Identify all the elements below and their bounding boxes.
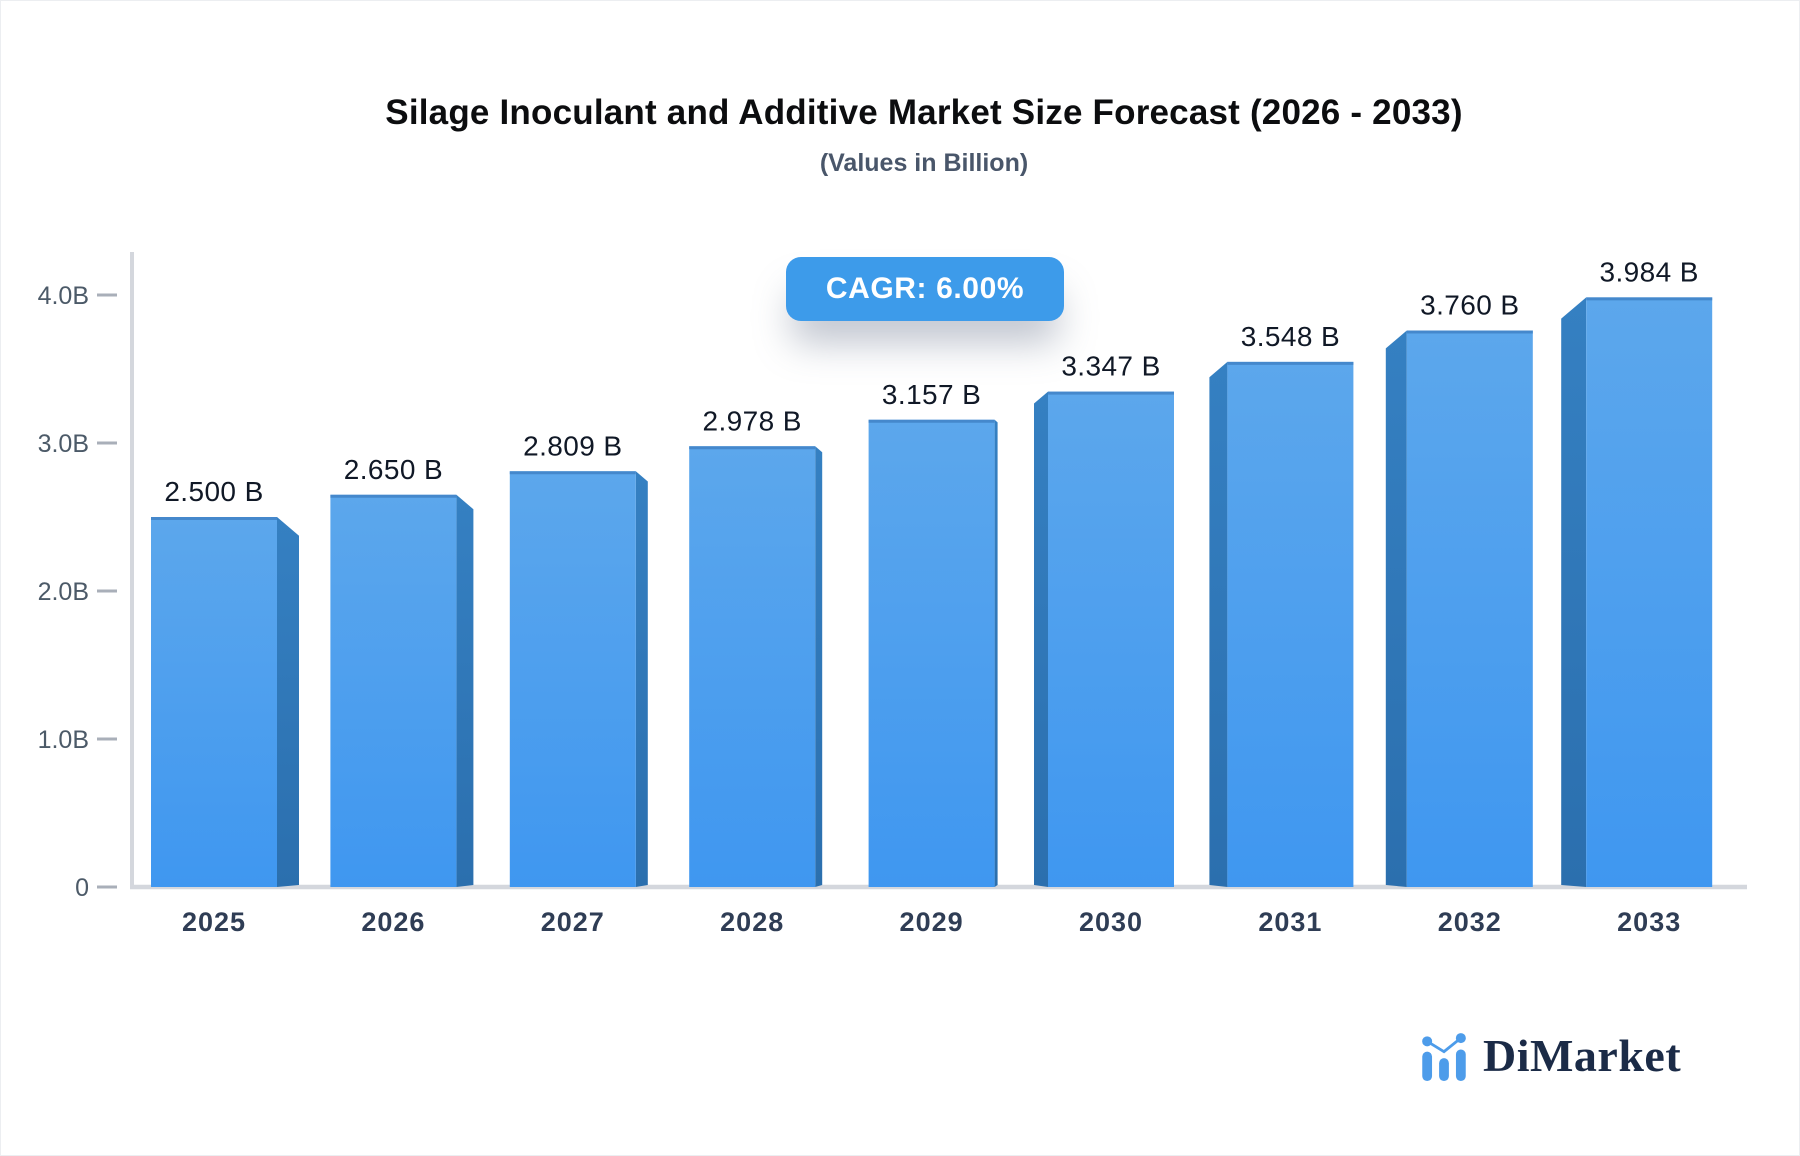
bar-value-label-2030: 3.347 B: [1061, 351, 1160, 382]
bar-side-2028: [815, 446, 823, 887]
y-axis-tick-label: 4.0B: [38, 282, 89, 310]
bar-2030: [1048, 391, 1174, 887]
x-axis-label-2033: 2033: [1617, 907, 1681, 937]
bar-2025: [151, 517, 277, 887]
x-axis-label-2027: 2027: [541, 907, 605, 937]
bar-side-2030: [1034, 391, 1048, 887]
y-axis-tick-label: 1.0B: [38, 726, 89, 754]
bar-2033: [1586, 297, 1713, 887]
bar-2032: [1406, 330, 1533, 887]
x-axis-label-2029: 2029: [900, 907, 964, 937]
chart-subtitle: (Values in Billion): [819, 149, 1029, 177]
cagr-badge-label: CAGR: 6.00%: [825, 272, 1025, 305]
bar-2031: [1227, 361, 1354, 887]
bar-value-label-2025: 2.500 B: [164, 476, 263, 507]
bar-value-label-2031: 3.548 B: [1241, 321, 1340, 352]
bar-value-label-2029: 3.157 B: [882, 379, 981, 410]
bar-value-label-2028: 2.978 B: [703, 405, 802, 436]
chart-header: Silage Inoculant and Additive Market Siz…: [49, 93, 1799, 178]
page-title: Silage Inoculant and Additive Market Siz…: [385, 93, 1463, 132]
cagr-badge: CAGR: 6.00%: [786, 257, 1064, 321]
y-axis-tick-label: 3.0B: [38, 430, 89, 458]
bar-2028: [689, 446, 816, 887]
bar-2026: [330, 494, 457, 887]
bar-side-2033: [1561, 297, 1587, 887]
bar-side-2026: [456, 494, 474, 887]
bar-chart-logo-icon: [1422, 1032, 1466, 1081]
bar-value-label-2027: 2.809 B: [523, 430, 622, 461]
dimarket-logo: DiMarket: [1419, 1029, 1681, 1082]
bar-2029: [868, 419, 995, 887]
x-axis-label-2032: 2032: [1438, 907, 1502, 937]
bar-side-2031: [1209, 361, 1228, 887]
y-axis-tick-label: 0: [75, 874, 89, 902]
bar-value-label-2033: 3.984 B: [1600, 256, 1699, 287]
x-axis-label-2025: 2025: [182, 907, 246, 937]
bar-2027: [509, 471, 636, 887]
bar-side-2027: [635, 471, 648, 887]
bar-value-label-2032: 3.760 B: [1420, 290, 1519, 321]
bar-value-label-2026: 2.650 B: [344, 454, 443, 485]
x-axis-label-2030: 2030: [1079, 907, 1143, 937]
bar-side-2032: [1385, 330, 1407, 887]
x-axis-label-2028: 2028: [720, 907, 784, 937]
bar-side-2025: [277, 517, 299, 887]
dimarket-logo-text: DiMarket: [1483, 1030, 1682, 1081]
bar-side-2029: [994, 419, 998, 887]
x-axis-label-2026: 2026: [361, 907, 425, 937]
x-axis-label-2031: 2031: [1258, 907, 1322, 937]
y-axis-tick-label: 2.0B: [38, 578, 89, 606]
